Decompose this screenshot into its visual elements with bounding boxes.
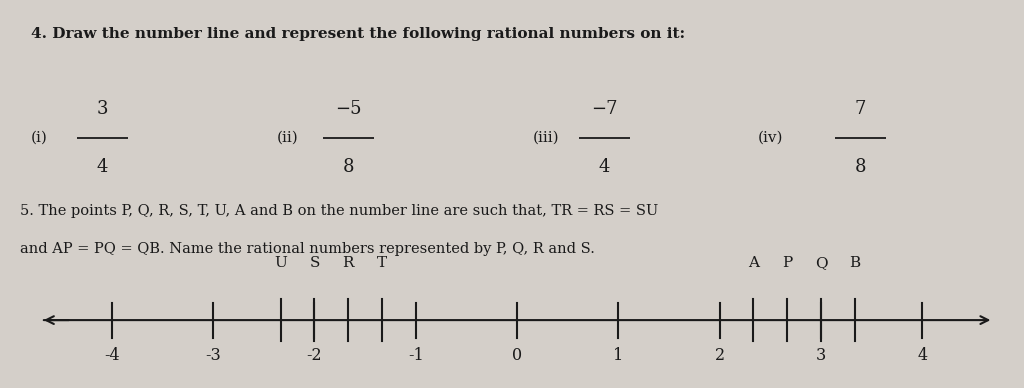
Text: 7: 7	[854, 100, 866, 118]
Text: 1: 1	[613, 347, 624, 364]
Text: 5. The points P, Q, R, S, T, U, A and B on the number line are such that, TR = R: 5. The points P, Q, R, S, T, U, A and B …	[20, 204, 658, 218]
Text: 4: 4	[918, 347, 928, 364]
Text: -2: -2	[306, 347, 323, 364]
Text: 3: 3	[96, 100, 109, 118]
Text: 4: 4	[598, 158, 610, 176]
Text: (i): (i)	[31, 131, 47, 145]
Text: P: P	[782, 256, 793, 270]
Text: B: B	[849, 256, 860, 270]
Text: A: A	[748, 256, 759, 270]
Text: −5: −5	[335, 100, 361, 118]
Text: and AP = PQ = QB. Name the rational numbers represented by P, Q, R and S.: and AP = PQ = QB. Name the rational numb…	[20, 242, 595, 256]
Text: (iii): (iii)	[532, 131, 559, 145]
Text: 8: 8	[342, 158, 354, 176]
Text: 8: 8	[854, 158, 866, 176]
Text: 2: 2	[715, 347, 725, 364]
Text: 4: 4	[96, 158, 109, 176]
Text: -3: -3	[206, 347, 221, 364]
Text: U: U	[274, 256, 287, 270]
Text: -4: -4	[104, 347, 120, 364]
Text: T: T	[377, 256, 387, 270]
Text: −7: −7	[591, 100, 617, 118]
Text: 3: 3	[816, 347, 826, 364]
Text: Q: Q	[815, 256, 827, 270]
Text: R: R	[342, 256, 354, 270]
Text: -1: -1	[408, 347, 424, 364]
Text: 0: 0	[512, 347, 522, 364]
Text: (ii): (ii)	[276, 131, 298, 145]
Text: (iv): (iv)	[758, 131, 783, 145]
Text: S: S	[309, 256, 319, 270]
Text: 4. Draw the number line and represent the following rational numbers on it:: 4. Draw the number line and represent th…	[31, 27, 685, 41]
